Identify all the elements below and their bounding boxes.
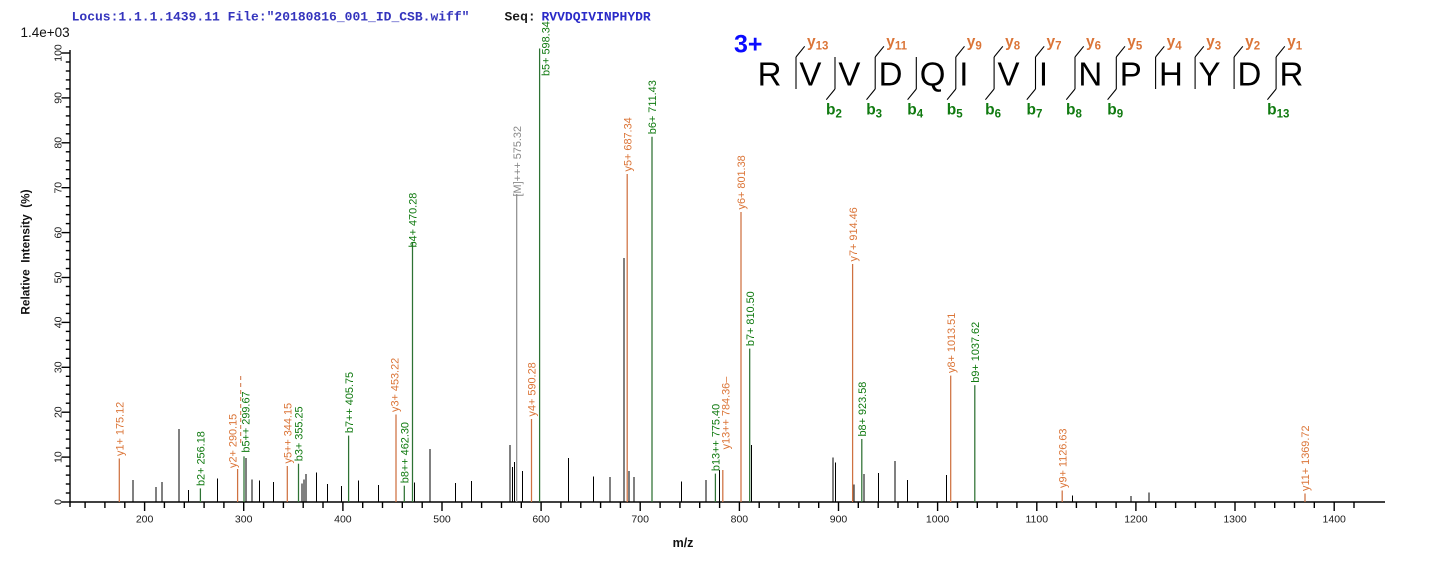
svg-text:y6+ 801.38: y6+ 801.38 [736,155,748,209]
svg-text:R: R [758,55,782,92]
svg-text:80: 80 [53,137,65,149]
svg-text:20: 20 [53,406,65,418]
svg-text:40: 40 [53,316,65,328]
svg-text:V: V [799,55,821,92]
svg-text:y13++ 784.36–: y13++ 784.36– [721,376,733,450]
svg-text:b8++ 462.30: b8++ 462.30 [400,422,412,483]
svg-text:b9+ 1037.62: b9+ 1037.62 [970,322,982,383]
svg-text:b7++ 405.75: b7++ 405.75 [344,372,356,433]
svg-text:1.4e+03: 1.4e+03 [21,25,70,40]
svg-text:400: 400 [334,514,352,526]
svg-text:b13++ 775.40: b13++ 775.40 [711,404,723,471]
svg-text:Y: Y [1199,55,1221,92]
svg-text:200: 200 [136,514,154,526]
svg-text:30: 30 [53,361,65,373]
svg-text:70: 70 [53,182,65,194]
svg-text:y1+ 175.12: y1+ 175.12 [115,402,127,456]
svg-text:D: D [879,55,903,92]
svg-text:m/z: m/z [673,536,694,550]
svg-text:y2+ 290.15: y2+ 290.15 [227,414,239,468]
svg-text:300: 300 [235,514,253,526]
svg-text:Locus:1.1.1.1439.11 File:"2018: Locus:1.1.1.1439.11 File:"20180816_001_I… [72,10,470,25]
svg-text:10: 10 [53,451,65,463]
svg-text:y9+ 1126.63: y9+ 1126.63 [1058,429,1070,488]
svg-text:D: D [1238,55,1262,92]
svg-text:Q: Q [920,55,946,92]
svg-text:90: 90 [53,92,65,104]
svg-text:60: 60 [53,227,65,239]
svg-text:100: 100 [53,44,65,62]
svg-text:y7+ 914.46: y7+ 914.46 [848,207,860,261]
svg-text:y5+ 687.34: y5+ 687.34 [622,117,634,171]
svg-text:y5++ 344.15: y5++ 344.15 [283,403,295,464]
svg-text:50: 50 [53,272,65,284]
svg-text:b6+ 711.43: b6+ 711.43 [647,80,659,134]
svg-text:b4+ 470.28: b4+ 470.28 [408,193,420,248]
svg-text:I: I [1039,55,1048,92]
svg-text:P: P [1120,55,1142,92]
svg-text:b5++ 299.67: b5++ 299.67 [240,391,252,452]
svg-text:y8+ 1013.51: y8+ 1013.51 [946,313,958,373]
svg-text:1400: 1400 [1323,514,1347,526]
svg-text:H: H [1159,55,1183,92]
svg-text:700: 700 [631,514,649,526]
svg-text:900: 900 [830,514,848,526]
svg-text:y11+ 1369.72: y11+ 1369.72 [1300,425,1312,491]
svg-text:I: I [959,55,968,92]
svg-text:y3+ 453.22: y3+ 453.22 [390,358,402,412]
svg-text:R: R [1280,55,1304,92]
svg-text:3+: 3+ [734,31,763,59]
svg-text:N: N [1078,55,1102,92]
svg-text:b8+ 923.58: b8+ 923.58 [857,382,869,437]
svg-text:500: 500 [433,514,451,526]
svg-text:1200: 1200 [1124,514,1148,526]
svg-text:1300: 1300 [1223,514,1247,526]
svg-text:b3+ 355.25: b3+ 355.25 [294,406,306,461]
svg-text:RVVDQIVINPHYDR: RVVDQIVINPHYDR [542,10,651,25]
svg-text:1100: 1100 [1026,514,1049,526]
svg-text:V: V [838,55,860,92]
svg-text:[M]+++ 575.32: [M]+++ 575.32 [512,126,524,197]
svg-text:600: 600 [532,514,550,526]
svg-text:y4+ 590.28: y4+ 590.28 [527,362,539,416]
svg-text:b2+ 256.18: b2+ 256.18 [196,431,208,486]
svg-text:b5+ 598.34: b5+ 598.34 [541,21,553,76]
svg-text:Seq:: Seq: [505,10,536,25]
svg-text:1000: 1000 [926,514,950,526]
svg-text:V: V [998,55,1020,92]
svg-text:b7+ 810.50: b7+ 810.50 [745,291,757,346]
svg-text:0: 0 [53,499,65,505]
svg-text:Relative Intensity (%): Relative Intensity (%) [19,189,33,314]
svg-text:800: 800 [731,514,749,526]
